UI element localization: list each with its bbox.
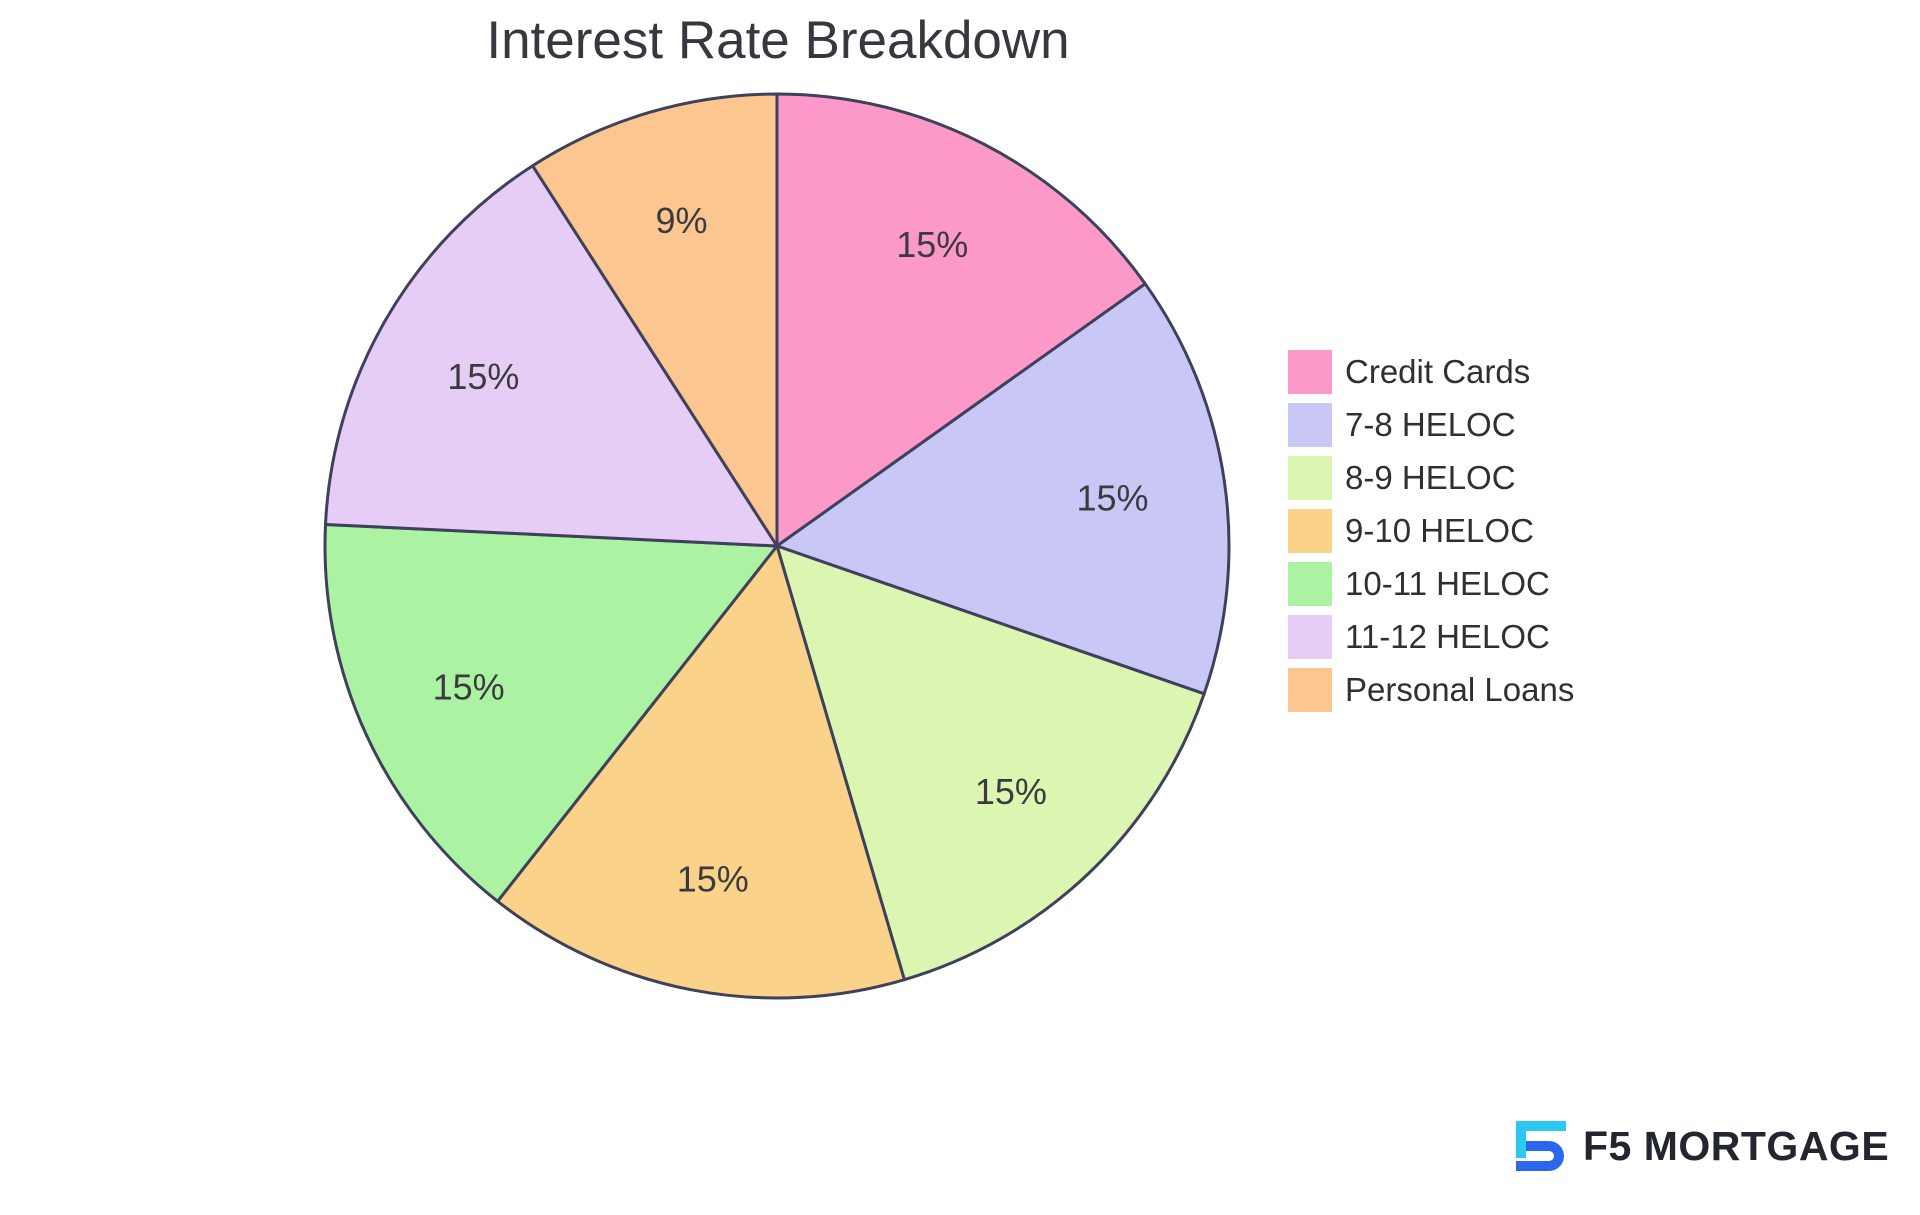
legend-label: 7-8 HELOC	[1345, 406, 1516, 443]
legend-color-swatch	[1288, 615, 1332, 659]
pie-slice-percent-label: 15%	[433, 666, 505, 707]
legend: Credit Cards 7-8 HELOC 8-9 HELOC 9-10 HELOC…	[1288, 350, 1574, 721]
pie-slice-percent-label: 15%	[677, 858, 749, 899]
legend-item-10-11-heloc: 10-11 HELOC	[1288, 562, 1574, 606]
f5-logo-icon	[1516, 1121, 1566, 1171]
legend-label: 11-12 HELOC	[1345, 618, 1550, 655]
legend-label: 8-9 HELOC	[1345, 459, 1516, 496]
pie-slice-7-8-heloc	[775, 282, 1231, 696]
pie-slice-percent-label: 15%	[1076, 477, 1148, 518]
pie-slice-credit-cards	[775, 92, 1147, 548]
legend-color-swatch	[1288, 668, 1332, 712]
brand-name: F5 MORTGAGE	[1583, 1122, 1890, 1169]
legend-color-swatch	[1288, 350, 1332, 394]
legend-label: Personal Loans	[1345, 671, 1575, 708]
pie-slice-11-12-heloc	[324, 164, 779, 548]
legend-item-9-10-heloc: 9-10 HELOC	[1288, 509, 1574, 553]
pie-slice-8-9-heloc	[775, 544, 1206, 982]
pie-slice-9-10-heloc	[496, 544, 906, 1000]
legend-color-swatch	[1288, 509, 1332, 553]
pie-slice-percent-label: 15%	[975, 771, 1047, 812]
pie-slice-percent-label: 15%	[447, 356, 519, 397]
pie-slice-personal-loans	[531, 92, 779, 548]
legend-color-swatch	[1288, 456, 1332, 500]
brand-footer: F5 MORTGAGE	[1516, 1120, 1889, 1172]
legend-label: Credit Cards	[1345, 353, 1531, 390]
legend-color-swatch	[1288, 562, 1332, 606]
legend-item-11-12-heloc: 11-12 HELOC	[1288, 615, 1574, 659]
legend-color-swatch	[1288, 403, 1332, 447]
pie-slice-percent-label: 15%	[896, 224, 968, 265]
pie-slice-percent-label: 9%	[655, 200, 707, 241]
legend-item-credit-cards: Credit Cards	[1288, 350, 1574, 394]
legend-label: 9-10 HELOC	[1345, 512, 1534, 549]
legend-item-8-9-heloc: 8-9 HELOC	[1288, 456, 1574, 500]
chart-title: Interest Rate Breakdown	[486, 11, 1070, 70]
legend-item-personal-loans: Personal Loans	[1288, 668, 1574, 712]
legend-label: 10-11 HELOC	[1345, 565, 1550, 602]
pie-slice-10-11-heloc	[323, 522, 779, 903]
legend-item-7-8-heloc: 7-8 HELOC	[1288, 403, 1574, 447]
